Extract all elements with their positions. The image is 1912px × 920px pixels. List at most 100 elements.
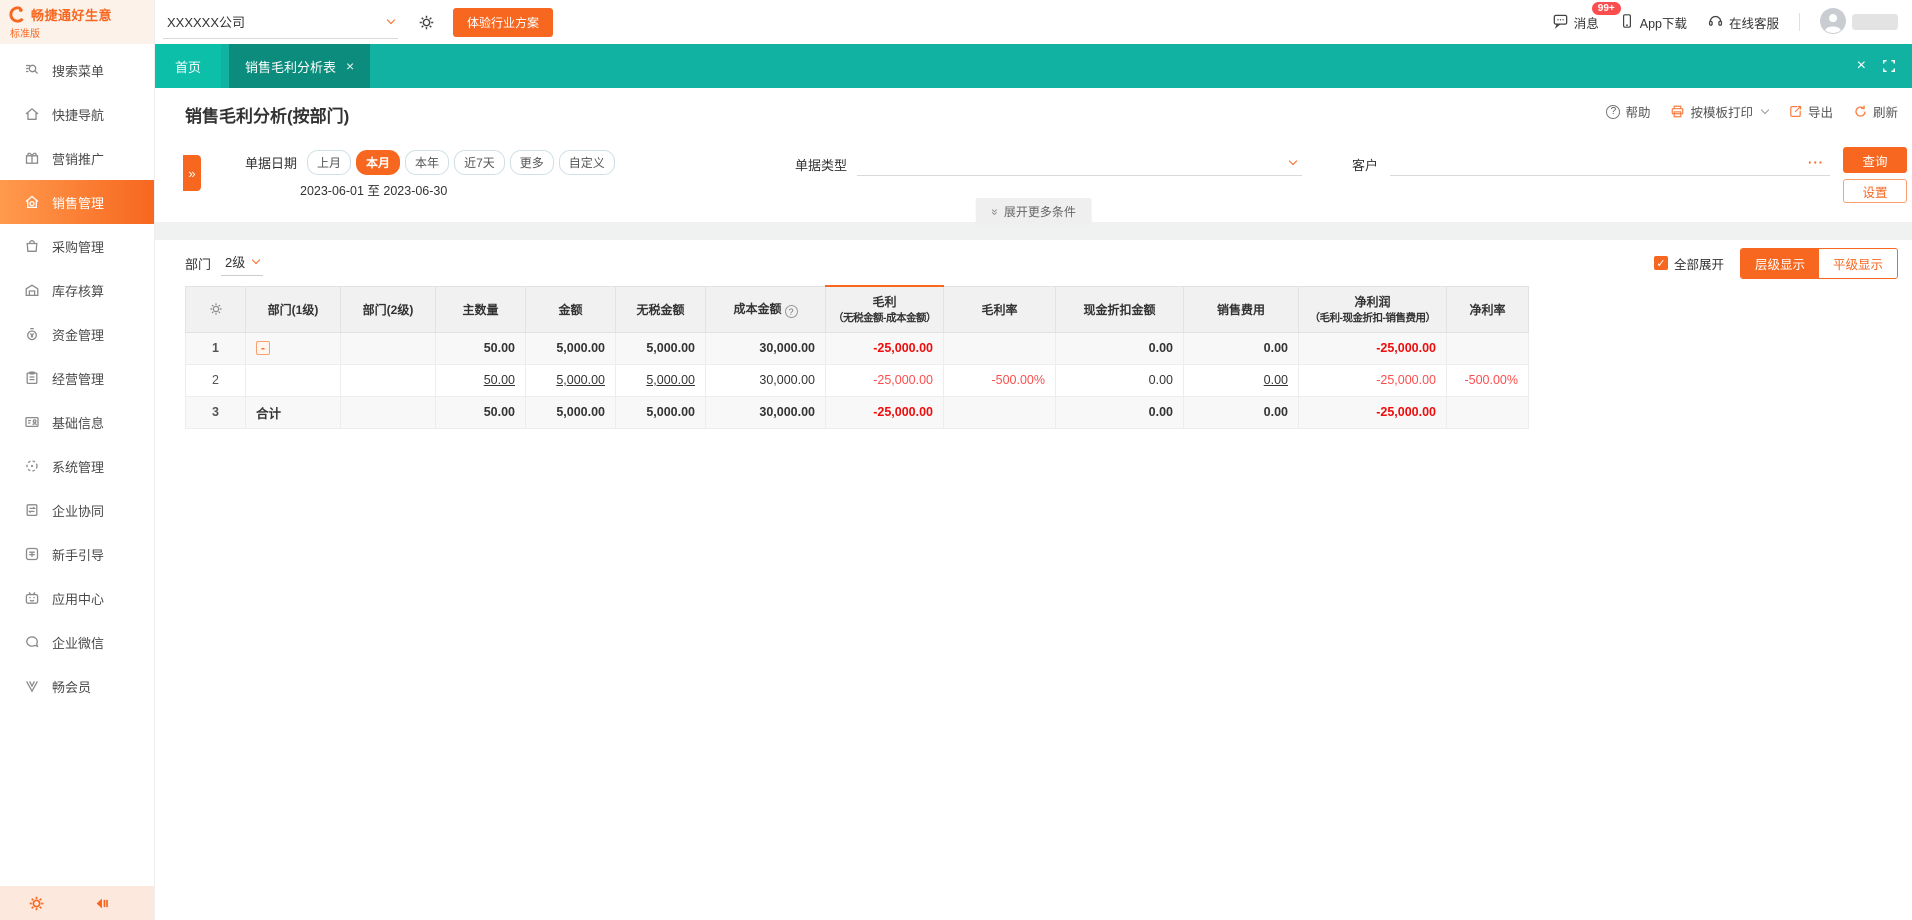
header-cost-amount[interactable]: 成本金额? — [705, 285, 826, 333]
customer-picker[interactable]: ··· — [1390, 150, 1831, 176]
sidebar-item-label: 资金管理 — [52, 327, 105, 343]
sidebar-item-label: 系统管理 — [52, 459, 105, 475]
header-notax-amount[interactable]: 无税金额 — [615, 285, 706, 333]
collapse-row-icon[interactable]: - — [256, 341, 270, 355]
sidebar-item-sales[interactable]: 销售管理 — [0, 180, 154, 224]
sidebar-item-wechat-work[interactable]: 企业微信 — [0, 620, 154, 664]
hierarchy-view-button[interactable]: 层级显示 — [1740, 248, 1819, 278]
checkbox-checked-icon: ✓ — [1653, 256, 1668, 270]
expand-all-checkbox[interactable]: ✓ 全部展开 — [1653, 254, 1724, 273]
page-header: 销售毛利分析(按部门) ? 帮助 按模板打印 导出 — [155, 88, 1912, 136]
gross-profit-table: 部门(1级) 部门(2级) 主数量 金额 无税金额 成本金额? 毛利 （无税金额… — [185, 285, 1529, 429]
help-button[interactable]: ? 帮助 — [1606, 102, 1650, 121]
header-gross-profit-rate[interactable]: 毛利率 — [943, 285, 1056, 333]
cost-help-icon[interactable]: ? — [784, 305, 798, 319]
sidebar-item-collaboration[interactable]: 企业协同 — [0, 488, 154, 532]
header-qty[interactable]: 主数量 — [435, 285, 526, 333]
sidebar-item-quick-nav[interactable]: 快捷导航 — [0, 92, 154, 136]
doc-type-filter: 单据类型 — [795, 150, 1303, 176]
header-dept2[interactable]: 部门(2级) — [340, 285, 436, 333]
query-button[interactable]: 查询 — [1843, 147, 1907, 173]
brand-name: 畅捷通好生意 — [31, 8, 113, 23]
pill-this-month[interactable]: 本月 — [356, 150, 401, 175]
sidebar-item-base-info[interactable]: 基础信息 — [0, 400, 154, 444]
sidebar-item-funds[interactable]: 资金管理 — [0, 312, 154, 356]
refresh-button[interactable]: 刷新 — [1853, 102, 1898, 121]
header-gross-profit[interactable]: 毛利 （无税金额-成本金额） — [825, 285, 944, 333]
export-button[interactable]: 导出 — [1788, 102, 1833, 121]
sidebar-item-marketing[interactable]: 营销推广 — [0, 136, 154, 180]
header-amount[interactable]: 金额 — [525, 285, 616, 333]
user-chip[interactable] — [1820, 7, 1898, 37]
footer-gear-icon[interactable] — [28, 895, 45, 912]
printer-icon — [1670, 104, 1685, 119]
expense-drilldown-link[interactable]: 0.00 — [1263, 373, 1288, 387]
sidebar-item-system[interactable]: 系统管理 — [0, 444, 154, 488]
expand-more-label: 展开更多条件 — [1003, 205, 1076, 219]
doc-type-select[interactable] — [857, 150, 1303, 176]
phone-icon — [1619, 13, 1635, 32]
trial-plan-button[interactable]: 体验行业方案 — [453, 7, 554, 37]
settings-button[interactable]: 设置 — [1843, 179, 1907, 203]
table-row-group: 1 - 50.00 5,000.00 5,000.00 30,000.00 -2… — [185, 331, 1529, 365]
notax-drilldown-link[interactable]: 5,000.00 — [646, 373, 695, 387]
expand-more-conditions-button[interactable]: » 展开更多条件 — [975, 198, 1092, 225]
column-settings-header[interactable] — [185, 285, 246, 333]
fullscreen-icon[interactable] — [1882, 59, 1896, 73]
pill-last-7-days[interactable]: 近7天 — [454, 150, 505, 175]
header-sales-expense[interactable]: 销售费用 — [1183, 285, 1299, 333]
messages-item[interactable]: 消息 99+ — [1552, 2, 1621, 32]
amount-drilldown-link[interactable]: 5,000.00 — [556, 373, 605, 387]
app-download-item[interactable]: App下载 — [1619, 13, 1687, 32]
avatar — [1820, 7, 1846, 37]
column-gear-icon — [209, 302, 223, 316]
topbar-gear-icon[interactable] — [418, 14, 435, 31]
refresh-icon — [1853, 104, 1868, 119]
collapse-sidebar-icon[interactable] — [93, 895, 110, 912]
header-net-profit[interactable]: 净利润 （毛利-现金折扣-销售费用） — [1298, 285, 1447, 333]
sidebar-item-search-menu[interactable]: 搜索菜单 — [0, 48, 154, 92]
header-net-profit-rate[interactable]: 净利率 — [1446, 285, 1529, 333]
customer-input[interactable] — [1396, 155, 1809, 170]
pill-more[interactable]: 更多 — [509, 150, 554, 175]
qty-drilldown-link[interactable]: 50.00 — [483, 373, 515, 387]
tab-close-icon[interactable]: × — [346, 58, 355, 74]
sidebar-item-label: 营销推广 — [52, 151, 105, 167]
header-dept1[interactable]: 部门(1级) — [245, 285, 341, 333]
home-icon — [24, 106, 41, 123]
header-cash-discount[interactable]: 现金折扣金额 — [1055, 285, 1184, 333]
sidebar-item-inventory[interactable]: 库存核算 — [0, 268, 154, 312]
online-support-item[interactable]: 在线客服 — [1707, 12, 1779, 32]
tabbar: 首页 销售毛利分析表 × × — [155, 44, 1912, 88]
sidebar-item-label: 基础信息 — [52, 415, 105, 431]
sidebar-item-newbie-guide[interactable]: 新手引导 — [0, 532, 154, 576]
pill-this-year[interactable]: 本年 — [405, 150, 450, 175]
sidebar-item-operations[interactable]: 经营管理 — [0, 356, 154, 400]
pill-custom[interactable]: 自定义 — [558, 150, 615, 175]
headset-icon — [1707, 12, 1724, 32]
doc-type-input[interactable] — [863, 155, 1291, 170]
main-area: XXXXXX公司 体验行业方案 消息 99+ App下载 在线客服 — [155, 0, 1912, 920]
tab-gross-profit-report[interactable]: 销售毛利分析表 × — [229, 44, 371, 88]
app-center-icon — [24, 590, 41, 607]
sidebar-item-app-center[interactable]: 应用中心 — [0, 576, 154, 620]
dept-level-select[interactable]: 2级 — [221, 250, 264, 276]
tabbar-icons: × — [1857, 44, 1896, 88]
more-picker-icon[interactable]: ··· — [1808, 155, 1825, 170]
filter-buttons: 查询 设置 — [1843, 147, 1907, 203]
flat-view-button[interactable]: 平级显示 — [1818, 248, 1897, 278]
sidebar-item-member[interactable]: 畅会员 — [0, 664, 154, 708]
close-all-tabs-icon[interactable]: × — [1856, 57, 1866, 74]
brand-edition: 标准版 — [10, 29, 40, 40]
pill-last-month[interactable]: 上月 — [307, 150, 352, 175]
company-select[interactable]: XXXXXX公司 — [163, 6, 398, 39]
warehouse-icon — [24, 282, 41, 299]
dept-level-control: 部门 2级 — [185, 250, 264, 276]
tab-home[interactable]: 首页 — [155, 44, 222, 88]
system-icon — [24, 458, 41, 475]
print-by-template-button[interactable]: 按模板打印 — [1670, 102, 1770, 121]
chevron-down-icon — [386, 15, 396, 24]
table-header-row: 部门(1级) 部门(2级) 主数量 金额 无税金额 成本金额? 毛利 （无税金额… — [185, 285, 1529, 333]
sidebar-item-purchase[interactable]: 采购管理 — [0, 224, 154, 268]
filter-panel-expander[interactable]: » — [183, 155, 201, 191]
